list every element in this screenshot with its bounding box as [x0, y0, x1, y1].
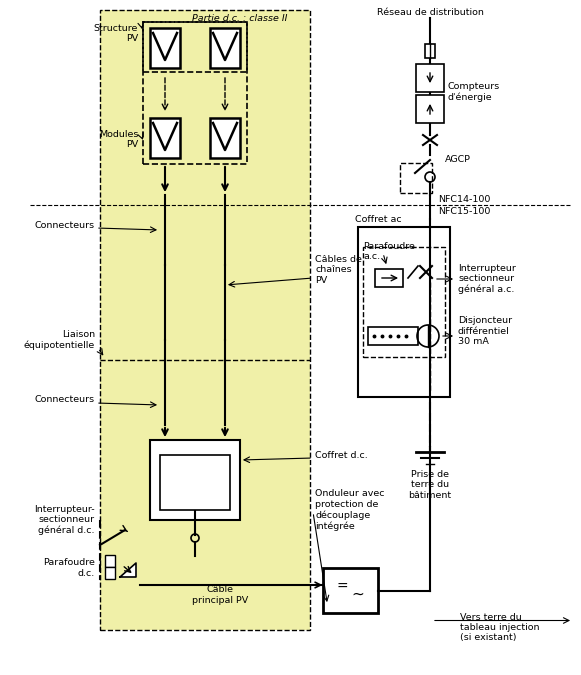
Text: Structure
PV: Structure PV — [94, 24, 138, 43]
Text: Prise de
terre du
bâtiment: Prise de terre du bâtiment — [408, 470, 451, 500]
Text: NFC15-100: NFC15-100 — [438, 207, 490, 215]
Text: Parafoudre
d.c.: Parafoudre d.c. — [43, 558, 95, 578]
Text: Câbles de
chaînes
PV: Câbles de chaînes PV — [315, 255, 362, 285]
Text: Compteurs
d'énergie: Compteurs d'énergie — [448, 82, 500, 102]
Bar — [105, 555, 115, 567]
Text: =: = — [336, 580, 348, 593]
Bar — [150, 28, 180, 68]
Bar — [416, 95, 444, 123]
Bar — [210, 28, 240, 68]
Bar — [143, 22, 247, 72]
Text: Interrupteur-
sectionneur
général d.c.: Interrupteur- sectionneur général d.c. — [34, 505, 95, 535]
Text: Connecteurs: Connecteurs — [35, 396, 95, 404]
Bar — [105, 567, 115, 579]
Bar — [210, 118, 240, 158]
Text: Liaison
équipotentielle: Liaison équipotentielle — [24, 330, 95, 350]
Text: Connecteurs: Connecteurs — [35, 221, 95, 230]
Bar — [322, 568, 378, 613]
Text: Parafoudre
a.c.: Parafoudre a.c. — [363, 242, 415, 261]
Text: Modules
PV: Modules PV — [99, 130, 138, 149]
Bar — [358, 227, 450, 397]
Text: Onduleur avec
protection de
découplage
intégrée: Onduleur avec protection de découplage i… — [315, 489, 385, 531]
Bar — [100, 10, 310, 630]
Bar — [160, 455, 230, 510]
Bar — [375, 269, 403, 287]
Bar — [150, 118, 180, 158]
Text: AGCP: AGCP — [445, 155, 471, 165]
Text: Vers terre du
tableau injection
(si existant): Vers terre du tableau injection (si exis… — [460, 612, 540, 643]
Text: Interrupteur
sectionneur
général a.c.: Interrupteur sectionneur général a.c. — [458, 264, 516, 294]
Bar — [150, 440, 240, 520]
Bar — [363, 247, 445, 357]
Text: Disjoncteur
différentiel
30 mA: Disjoncteur différentiel 30 mA — [458, 316, 512, 346]
Text: Réseau de distribution: Réseau de distribution — [376, 8, 483, 17]
Bar — [416, 64, 444, 92]
Text: NFC14-100: NFC14-100 — [438, 194, 490, 203]
Polygon shape — [120, 563, 136, 577]
Text: Câble
principal PV: Câble principal PV — [192, 585, 248, 605]
Bar — [400, 163, 432, 193]
Bar — [143, 22, 247, 164]
Bar — [368, 327, 418, 345]
Text: Partie d.c. : classe II: Partie d.c. : classe II — [192, 14, 288, 23]
Bar — [100, 10, 310, 630]
Text: ~: ~ — [352, 587, 364, 602]
Text: Coffret d.c.: Coffret d.c. — [315, 450, 368, 460]
Bar — [425, 44, 435, 58]
Text: Coffret ac: Coffret ac — [355, 215, 401, 223]
